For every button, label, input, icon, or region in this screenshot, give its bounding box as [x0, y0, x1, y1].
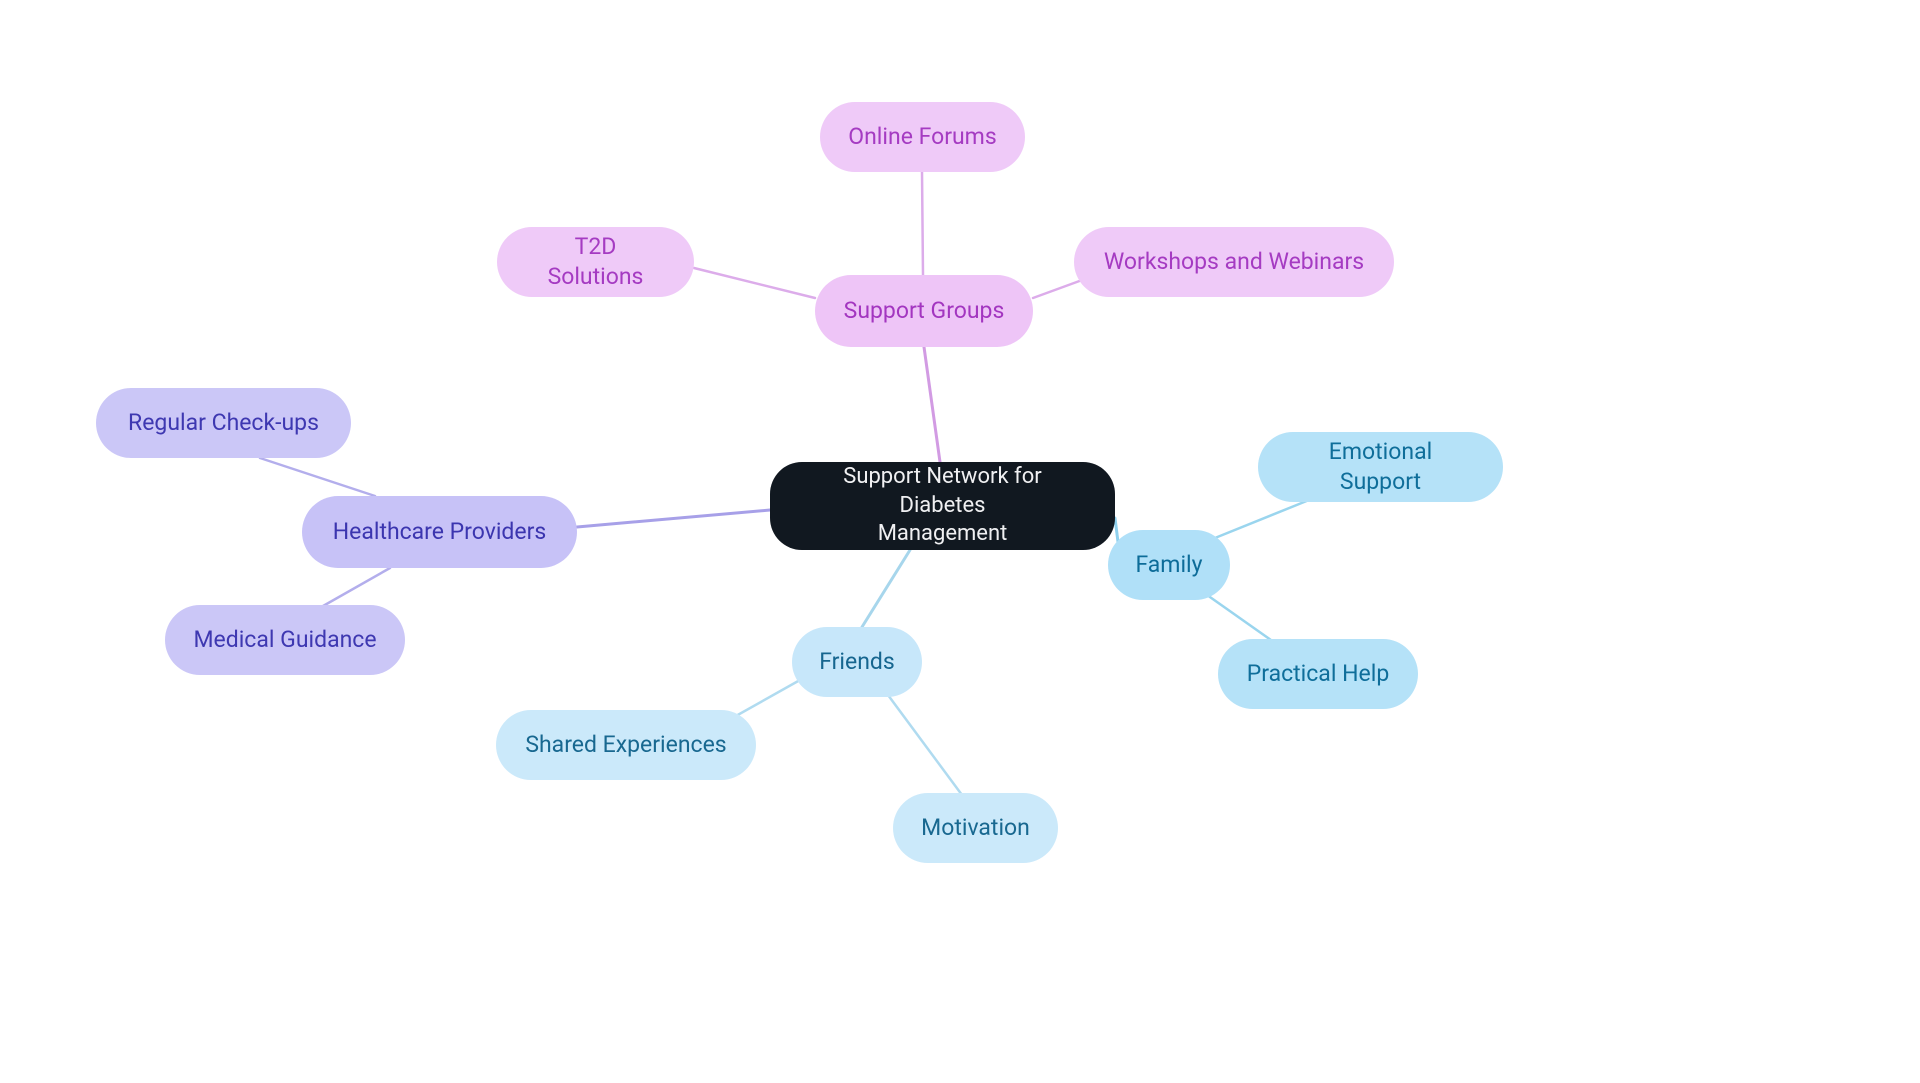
node-label-healthcare: Healthcare Providers — [333, 517, 547, 547]
node-label-friends: Friends — [819, 647, 895, 677]
node-shared: Shared Experiences — [496, 710, 756, 780]
node-label-motivation: Motivation — [921, 813, 1030, 843]
node-label-root: Support Network for Diabetes Management — [798, 463, 1087, 549]
node-t2d-solutions: T2D Solutions — [497, 227, 694, 297]
node-motivation: Motivation — [893, 793, 1058, 863]
edge-family-emotional — [1210, 498, 1314, 540]
node-label-emotional: Emotional Support — [1286, 437, 1475, 497]
node-support-groups: Support Groups — [815, 275, 1033, 347]
node-healthcare: Healthcare Providers — [302, 496, 577, 568]
edge-root-support-groups — [924, 347, 940, 462]
edge-family-practical — [1200, 590, 1278, 645]
node-practical: Practical Help — [1218, 639, 1418, 709]
node-label-support-groups: Support Groups — [844, 296, 1005, 326]
node-label-checkups: Regular Check-ups — [128, 408, 319, 438]
node-label-family: Family — [1135, 550, 1202, 580]
node-friends: Friends — [792, 627, 922, 697]
mindmap-canvas: Support Network for Diabetes Management S… — [0, 0, 1920, 1083]
edge-healthcare-checkups — [260, 458, 375, 496]
edge-healthcare-medical — [316, 568, 390, 610]
edge-friends-motivation — [888, 695, 962, 795]
node-medical: Medical Guidance — [165, 605, 405, 675]
node-checkups: Regular Check-ups — [96, 388, 351, 458]
edge-support-groups-online-forums — [922, 172, 923, 275]
edge-support-groups-t2d-solutions — [694, 268, 815, 298]
node-emotional: Emotional Support — [1258, 432, 1503, 502]
edge-root-friends — [862, 550, 910, 627]
node-label-practical: Practical Help — [1247, 659, 1389, 689]
node-label-workshops: Workshops and Webinars — [1104, 247, 1364, 277]
node-label-medical: Medical Guidance — [193, 625, 376, 655]
node-workshops: Workshops and Webinars — [1074, 227, 1394, 297]
node-family: Family — [1108, 530, 1230, 600]
node-root: Support Network for Diabetes Management — [770, 462, 1115, 550]
node-label-shared: Shared Experiences — [525, 730, 726, 760]
node-online-forums: Online Forums — [820, 102, 1025, 172]
node-label-t2d-solutions: T2D Solutions — [525, 232, 666, 292]
node-label-online-forums: Online Forums — [848, 122, 996, 152]
edge-root-healthcare — [577, 510, 770, 527]
